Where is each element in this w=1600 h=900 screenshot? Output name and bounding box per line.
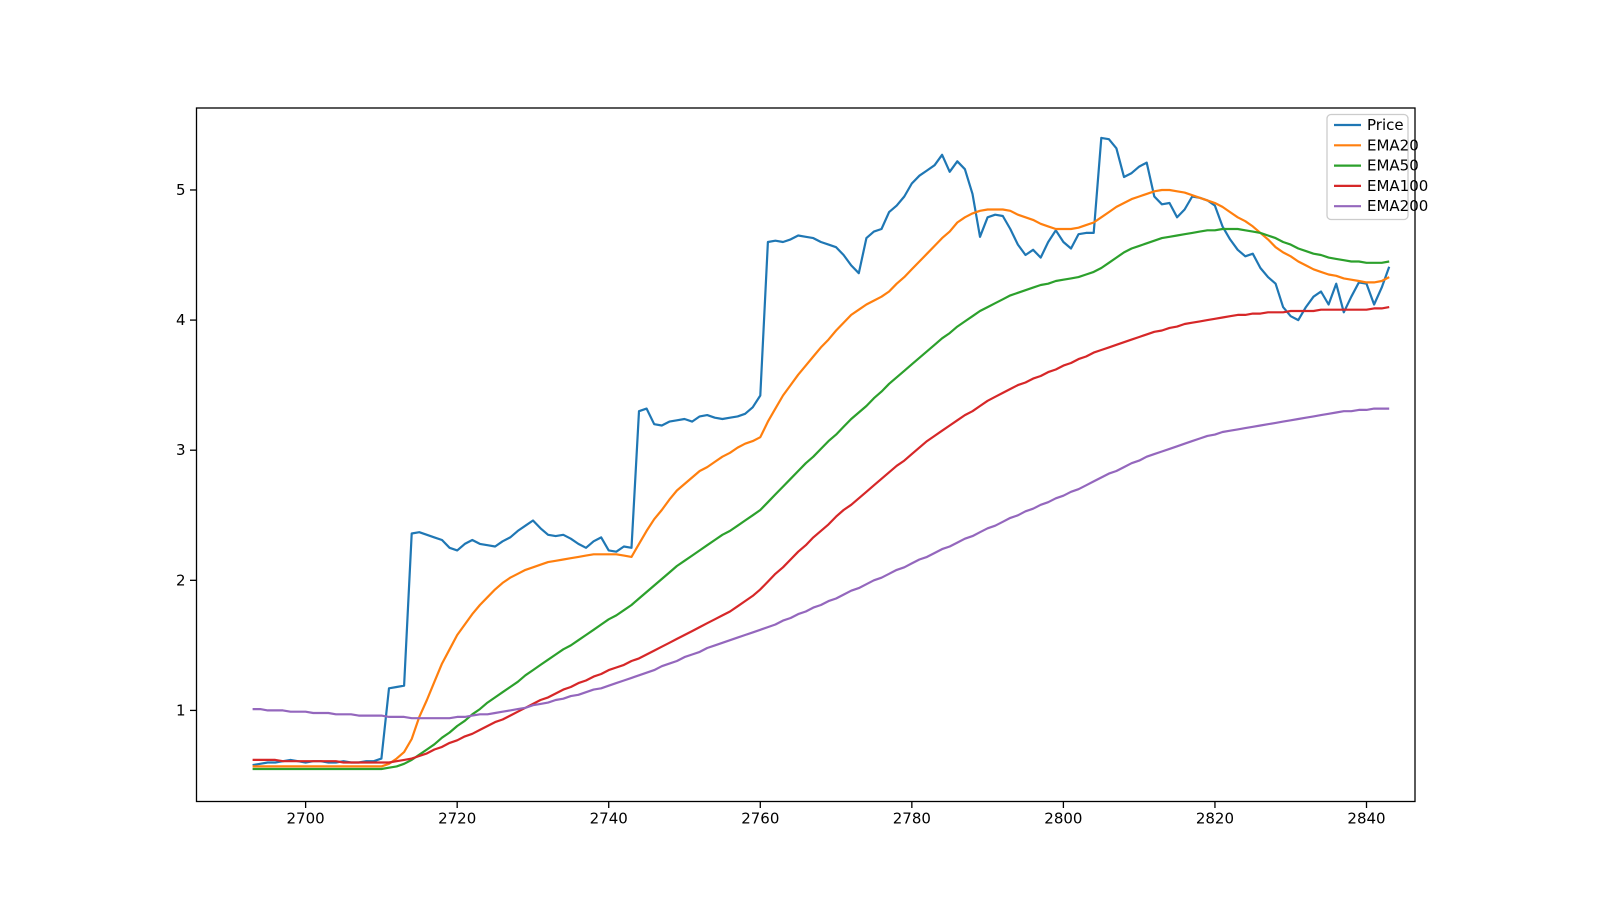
legend-box (1326, 113, 1409, 221)
series-line-price (252, 136, 1391, 767)
legend-label: EMA200 (1367, 197, 1428, 215)
legend-label: EMA20 (1367, 136, 1419, 154)
y-tick-label: 4 (176, 311, 186, 329)
x-tick-label: 2840 (1347, 810, 1385, 828)
legend-item-ema100: EMA100 (1334, 177, 1428, 195)
series-line-ema50 (252, 227, 1390, 771)
x-tick-label: 2720 (438, 810, 476, 828)
x-tick-label: 2700 (287, 810, 325, 828)
legend-label: EMA50 (1367, 157, 1419, 175)
legend-label: Price (1367, 116, 1404, 134)
series-line-ema200 (252, 407, 1390, 720)
legend-item-ema50: EMA50 (1334, 157, 1419, 175)
series-line-ema20 (252, 188, 1390, 768)
y-tick-label: 5 (176, 181, 186, 199)
legend: Price EMA20 EMA50 EMA100 EMA200 (1326, 113, 1428, 221)
x-tick-label: 2760 (741, 810, 779, 828)
plot-frame (195, 107, 1416, 803)
legend-item-ema20: EMA20 (1334, 136, 1419, 154)
legend-label: EMA100 (1367, 177, 1428, 195)
x-tick-label: 2820 (1196, 810, 1234, 828)
legend-item-price: Price (1334, 116, 1404, 134)
y-tick-label: 3 (176, 441, 186, 459)
x-tick-label: 2780 (893, 810, 931, 828)
legend-item-ema200: EMA200 (1334, 197, 1428, 215)
y-tick-label: 2 (176, 571, 186, 589)
x-tick-label: 2800 (1044, 810, 1082, 828)
series-line-ema100 (252, 306, 1390, 764)
x-tick-label: 2740 (590, 810, 628, 828)
y-tick-label: 1 (176, 701, 186, 719)
